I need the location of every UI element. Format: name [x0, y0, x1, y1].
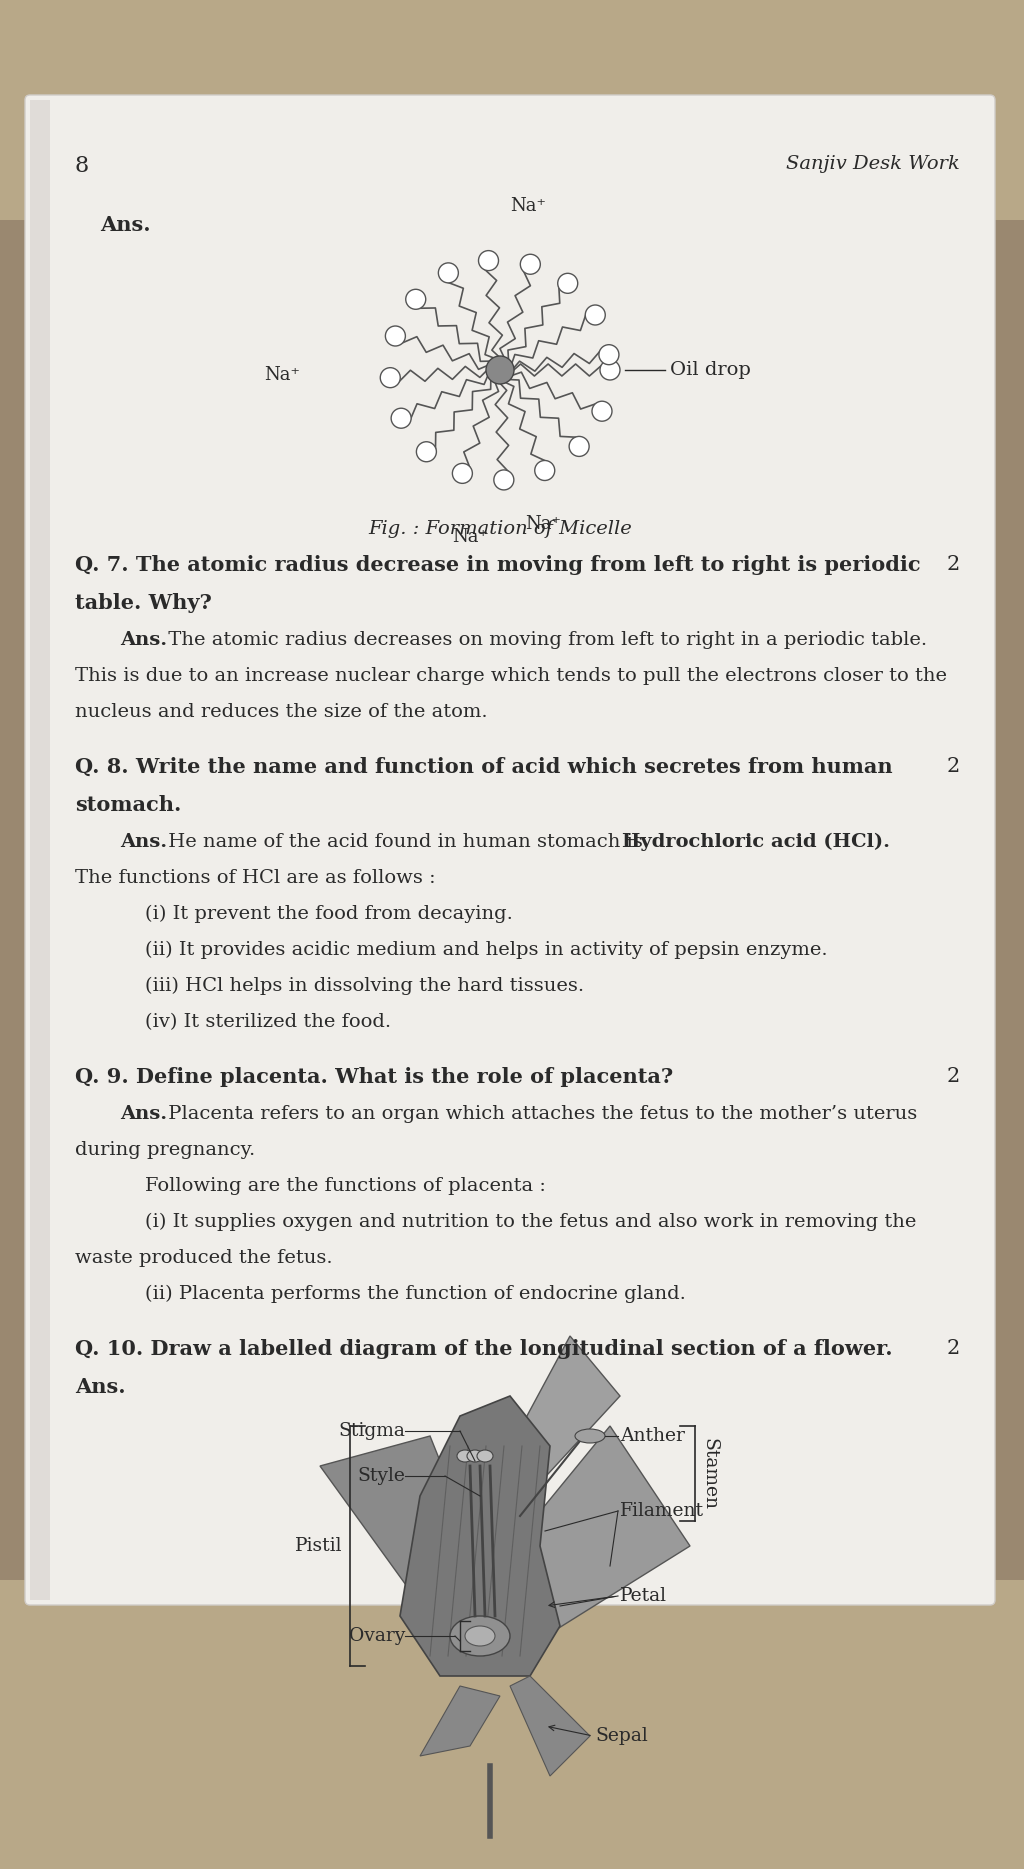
Text: Following are the functions of placenta :: Following are the functions of placenta …: [145, 1177, 546, 1194]
Text: Ans.: Ans.: [120, 834, 167, 850]
Text: Filament: Filament: [620, 1503, 705, 1519]
Text: Ans.: Ans.: [120, 632, 167, 649]
FancyBboxPatch shape: [0, 0, 1024, 221]
Ellipse shape: [450, 1617, 510, 1656]
Text: (ii) Placenta performs the function of endocrine gland.: (ii) Placenta performs the function of e…: [145, 1286, 686, 1303]
Text: Sepal: Sepal: [595, 1727, 648, 1746]
Text: stomach.: stomach.: [75, 794, 181, 815]
Circle shape: [478, 250, 499, 271]
Text: waste produced the fetus.: waste produced the fetus.: [75, 1248, 333, 1267]
Text: (ii) It provides acidic medium and helps in activity of pepsin enzyme.: (ii) It provides acidic medium and helps…: [145, 940, 827, 959]
Text: table. Why?: table. Why?: [75, 592, 212, 613]
Polygon shape: [400, 1396, 560, 1676]
Circle shape: [417, 441, 436, 462]
Text: 2: 2: [947, 757, 961, 776]
Polygon shape: [319, 1435, 470, 1647]
Circle shape: [600, 361, 620, 379]
Text: Q. 8. Write the name and function of acid which secretes from human: Q. 8. Write the name and function of aci…: [75, 757, 893, 778]
FancyBboxPatch shape: [25, 95, 995, 1605]
Text: Placenta refers to an organ which attaches the fetus to the mother’s uterus: Placenta refers to an organ which attach…: [162, 1105, 918, 1123]
Circle shape: [453, 464, 472, 484]
Ellipse shape: [467, 1450, 483, 1462]
Text: Ans.: Ans.: [75, 1377, 126, 1396]
Text: He name of the acid found in human stomach is: He name of the acid found in human stoma…: [162, 834, 649, 850]
Text: Na⁺: Na⁺: [264, 366, 300, 383]
Circle shape: [385, 325, 406, 346]
Text: during pregnancy.: during pregnancy.: [75, 1140, 255, 1159]
Text: (iii) HCl helps in dissolving the hard tissues.: (iii) HCl helps in dissolving the hard t…: [145, 977, 584, 996]
Text: Style: Style: [357, 1467, 406, 1486]
Text: Q. 9. Define placenta. What is the role of placenta?: Q. 9. Define placenta. What is the role …: [75, 1067, 673, 1088]
FancyBboxPatch shape: [30, 99, 50, 1600]
Ellipse shape: [575, 1430, 605, 1443]
Circle shape: [586, 305, 605, 325]
Text: Sanjiv Desk Work: Sanjiv Desk Work: [786, 155, 961, 174]
Text: (i) It prevent the food from decaying.: (i) It prevent the food from decaying.: [145, 905, 513, 923]
Ellipse shape: [477, 1450, 493, 1462]
Circle shape: [520, 254, 541, 275]
Text: Fig. : Formation of Micelle: Fig. : Formation of Micelle: [368, 520, 632, 538]
Text: The functions of HCl are as follows :: The functions of HCl are as follows :: [75, 869, 435, 888]
Text: The atomic radius decreases on moving from left to right in a periodic table.: The atomic radius decreases on moving fr…: [162, 632, 927, 649]
Circle shape: [486, 355, 514, 383]
Text: This is due to an increase nuclear charge which tends to pull the electrons clos: This is due to an increase nuclear charg…: [75, 667, 947, 686]
Text: Anther: Anther: [620, 1428, 685, 1445]
FancyBboxPatch shape: [0, 1579, 1024, 1869]
Text: Ans.: Ans.: [100, 215, 151, 235]
Circle shape: [592, 402, 612, 421]
Text: Ans.: Ans.: [120, 1105, 167, 1123]
Polygon shape: [510, 1676, 590, 1776]
Text: Hydrochloric acid (HCl).: Hydrochloric acid (HCl).: [622, 834, 890, 850]
Polygon shape: [420, 1686, 500, 1757]
Text: (i) It supplies oxygen and nutrition to the fetus and also work in removing the: (i) It supplies oxygen and nutrition to …: [145, 1213, 916, 1232]
Circle shape: [406, 290, 426, 308]
Circle shape: [391, 407, 411, 428]
Circle shape: [535, 460, 555, 480]
Circle shape: [494, 469, 514, 490]
Text: 2: 2: [947, 1067, 961, 1086]
Text: Na⁺: Na⁺: [510, 196, 546, 215]
Text: 8: 8: [75, 155, 89, 178]
Text: 2: 2: [947, 1338, 961, 1359]
Text: 2: 2: [947, 555, 961, 574]
Text: Oil drop: Oil drop: [670, 361, 751, 379]
Text: Ovary: Ovary: [348, 1628, 406, 1645]
Circle shape: [558, 273, 578, 293]
Ellipse shape: [457, 1450, 473, 1462]
Text: Pistil: Pistil: [295, 1536, 342, 1555]
Text: Q. 10. Draw a labelled diagram of the longitudinal section of a flower.: Q. 10. Draw a labelled diagram of the lo…: [75, 1338, 893, 1359]
Ellipse shape: [465, 1626, 495, 1647]
Text: Stamen: Stamen: [700, 1437, 718, 1510]
Circle shape: [438, 264, 459, 282]
Text: Petal: Petal: [620, 1587, 667, 1605]
Circle shape: [380, 368, 400, 387]
Text: (iv) It sterilized the food.: (iv) It sterilized the food.: [145, 1013, 391, 1032]
Text: Q. 7. The atomic radius decrease in moving from left to right is periodic: Q. 7. The atomic radius decrease in movi…: [75, 555, 921, 576]
Text: Stigma: Stigma: [338, 1422, 406, 1439]
Text: Na⁺: Na⁺: [452, 529, 488, 546]
Polygon shape: [520, 1426, 690, 1647]
Circle shape: [599, 344, 618, 364]
Polygon shape: [500, 1336, 620, 1525]
Text: Na⁺: Na⁺: [525, 516, 561, 533]
Text: nucleus and reduces the size of the atom.: nucleus and reduces the size of the atom…: [75, 703, 487, 721]
Circle shape: [569, 437, 589, 456]
